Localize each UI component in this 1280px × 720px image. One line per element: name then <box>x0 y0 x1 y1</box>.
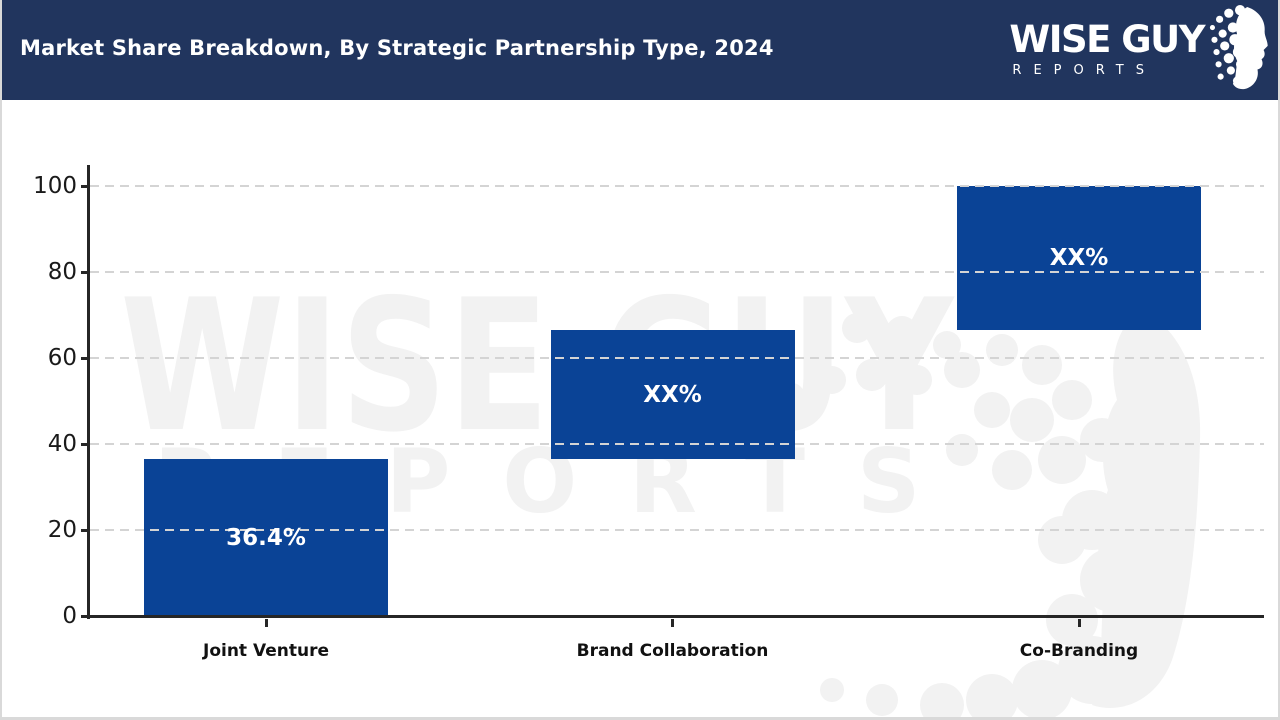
gridline-100 <box>90 185 1264 187</box>
y-tick-mark-40 <box>81 442 89 446</box>
wiseguy-logo: WISE GUY REPORTS <box>1009 5 1268 93</box>
wiseguy-head-icon <box>1209 5 1268 90</box>
logo-text: WISE GUY REPORTS <box>1009 18 1205 79</box>
gridline-20 <box>90 529 1264 531</box>
bar-co-branding <box>957 186 1201 331</box>
y-axis-line <box>87 165 90 619</box>
y-tick-label-0: 0 <box>62 603 77 629</box>
x-axis-label-brand-collaboration: Brand Collaboration <box>576 641 769 661</box>
chart-area: WISE GUY REPORTS 0 20 40 60 80 100 36.4% Joint … <box>2 100 1278 717</box>
header: Market Share Breakdown, By Strategic Par… <box>2 0 1278 100</box>
x-tick-mark-brand-collaboration <box>671 619 674 627</box>
x-axis-label-co-branding: Co-Branding <box>1019 641 1139 661</box>
x-axis-line <box>87 614 1264 618</box>
bar-value-label-brand-collaboration: XX% <box>643 381 702 408</box>
gridline-60 <box>90 357 1264 359</box>
logo-subtitle: REPORTS <box>1012 63 1157 78</box>
y-tick-label-40: 40 <box>47 431 77 457</box>
y-tick-label-20: 20 <box>47 517 77 543</box>
y-tick-mark-60 <box>81 356 89 360</box>
x-axis-label-joint-venture: Joint Venture <box>203 641 329 661</box>
gridline-40 <box>90 443 1264 445</box>
x-tick-mark-co-branding <box>1077 619 1081 627</box>
chart-title: Market Share Breakdown, By Strategic Par… <box>20 36 774 60</box>
bar-value-label-co-branding: XX% <box>1049 245 1109 272</box>
watermark-wordmark: WISE GUY <box>120 260 954 472</box>
logo-wordmark: WISE GUY <box>1009 18 1205 61</box>
y-tick-label-100: 100 <box>33 173 77 199</box>
gridline-80 <box>90 271 1264 273</box>
y-tick-mark-100 <box>81 184 89 188</box>
x-tick-mark-joint-venture <box>264 619 268 627</box>
plot: 0 20 40 60 80 100 36.4% Joint Venture XX% Brand C… <box>2 100 1278 717</box>
bar-brand-collaboration <box>550 330 795 460</box>
bar-value-label-joint-venture: 36.4% <box>226 524 306 551</box>
y-tick-mark-20 <box>81 528 89 532</box>
y-tick-mark-0 <box>81 614 89 618</box>
y-tick-mark-80 <box>81 270 89 274</box>
y-tick-label-60: 60 <box>47 345 77 371</box>
bar-joint-venture <box>144 459 388 616</box>
y-tick-label-80: 80 <box>47 259 77 285</box>
